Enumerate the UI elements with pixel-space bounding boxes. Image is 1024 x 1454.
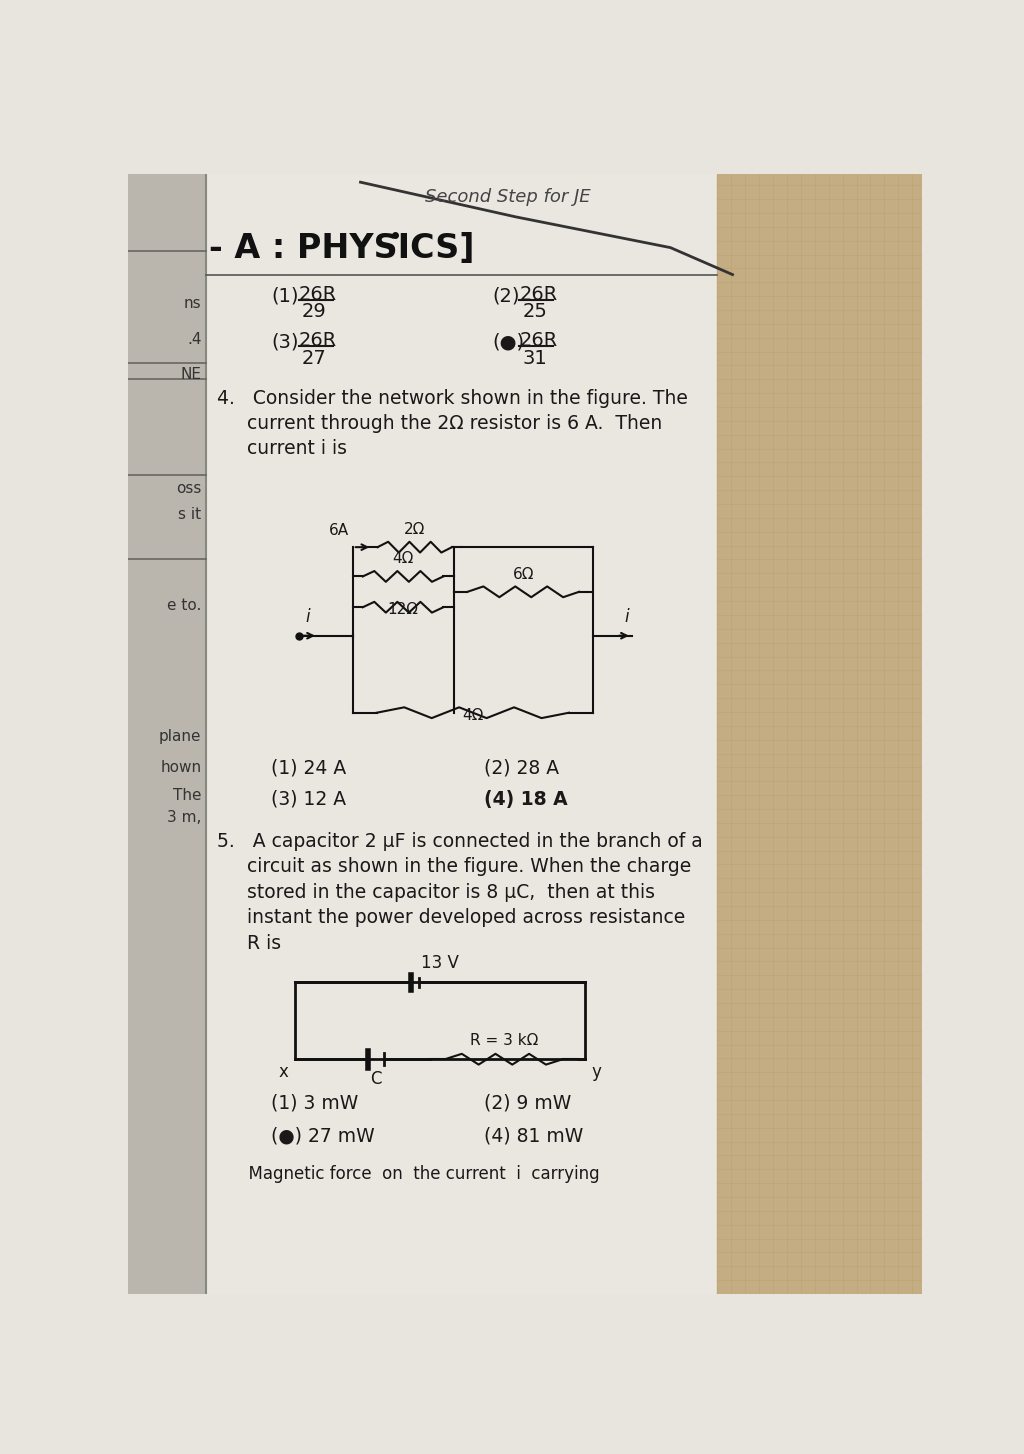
Text: 29: 29 xyxy=(302,302,327,321)
Text: oss: oss xyxy=(176,481,202,496)
Text: instant the power developed across resistance: instant the power developed across resis… xyxy=(217,909,685,928)
Text: 6Ω: 6Ω xyxy=(512,567,534,582)
Text: stored in the capacitor is 8 μC,  then at this: stored in the capacitor is 8 μC, then at… xyxy=(217,883,655,901)
Text: (2) 28 A: (2) 28 A xyxy=(484,759,560,778)
Text: (4) 81 mW: (4) 81 mW xyxy=(484,1127,584,1146)
Text: (3): (3) xyxy=(271,333,299,352)
Text: 3 m,: 3 m, xyxy=(167,810,202,824)
Text: Magnetic force  on  the current  i  carrying: Magnetic force on the current i carrying xyxy=(217,1166,600,1184)
Text: (1) 24 A: (1) 24 A xyxy=(271,759,347,778)
Text: plane: plane xyxy=(159,728,202,744)
Text: 2Ω: 2Ω xyxy=(404,522,425,537)
Text: current i is: current i is xyxy=(217,439,347,458)
Text: (1) 3 mW: (1) 3 mW xyxy=(271,1093,358,1112)
Text: C: C xyxy=(371,1070,382,1088)
Text: s it: s it xyxy=(178,507,202,522)
Text: (3) 12 A: (3) 12 A xyxy=(271,790,346,808)
Text: current through the 2Ω resistor is 6 A.  Then: current through the 2Ω resistor is 6 A. … xyxy=(217,414,663,433)
Text: circuit as shown in the figure. When the charge: circuit as shown in the figure. When the… xyxy=(217,858,691,877)
Text: 5.   A capacitor 2 μF is connected in the branch of a: 5. A capacitor 2 μF is connected in the … xyxy=(217,832,702,851)
Text: - A : PHYSICS]: - A : PHYSICS] xyxy=(209,233,475,265)
Text: 12Ω: 12Ω xyxy=(388,602,419,618)
Text: 26R: 26R xyxy=(299,285,337,304)
Text: i: i xyxy=(625,608,630,627)
Bar xyxy=(206,174,717,1294)
Bar xyxy=(128,174,206,1294)
Bar xyxy=(717,174,922,1294)
Text: 4.   Consider the network shown in the figure. The: 4. Consider the network shown in the fig… xyxy=(217,388,688,407)
Text: 26R: 26R xyxy=(519,285,558,304)
Text: (2): (2) xyxy=(493,286,520,305)
Text: hown: hown xyxy=(161,759,202,775)
Text: 4Ω: 4Ω xyxy=(392,551,414,567)
Text: 4Ω: 4Ω xyxy=(462,708,483,723)
Text: (●): (●) xyxy=(493,333,524,352)
Text: 25: 25 xyxy=(522,302,548,321)
Text: Second Step for JE: Second Step for JE xyxy=(425,189,591,206)
Text: (4) 18 A: (4) 18 A xyxy=(484,790,568,808)
Text: y: y xyxy=(592,1063,601,1082)
Text: e to.: e to. xyxy=(167,598,202,614)
Text: R = 3 kΩ: R = 3 kΩ xyxy=(470,1034,538,1048)
Text: 27: 27 xyxy=(302,349,327,368)
Text: ns: ns xyxy=(184,297,202,311)
Text: i: i xyxy=(305,608,310,627)
Text: (1): (1) xyxy=(271,286,299,305)
Text: .4: .4 xyxy=(187,333,202,348)
Text: (2) 9 mW: (2) 9 mW xyxy=(484,1093,571,1112)
Text: The: The xyxy=(173,788,202,803)
Text: R is: R is xyxy=(217,933,282,952)
Text: (●) 27 mW: (●) 27 mW xyxy=(271,1127,375,1146)
Text: 26R: 26R xyxy=(299,332,337,350)
Text: 13 V: 13 V xyxy=(421,954,459,973)
Text: 31: 31 xyxy=(522,349,547,368)
Text: 26R: 26R xyxy=(519,332,558,350)
Text: 6A: 6A xyxy=(329,523,349,538)
Text: x: x xyxy=(279,1063,289,1082)
Text: NE: NE xyxy=(180,366,202,382)
